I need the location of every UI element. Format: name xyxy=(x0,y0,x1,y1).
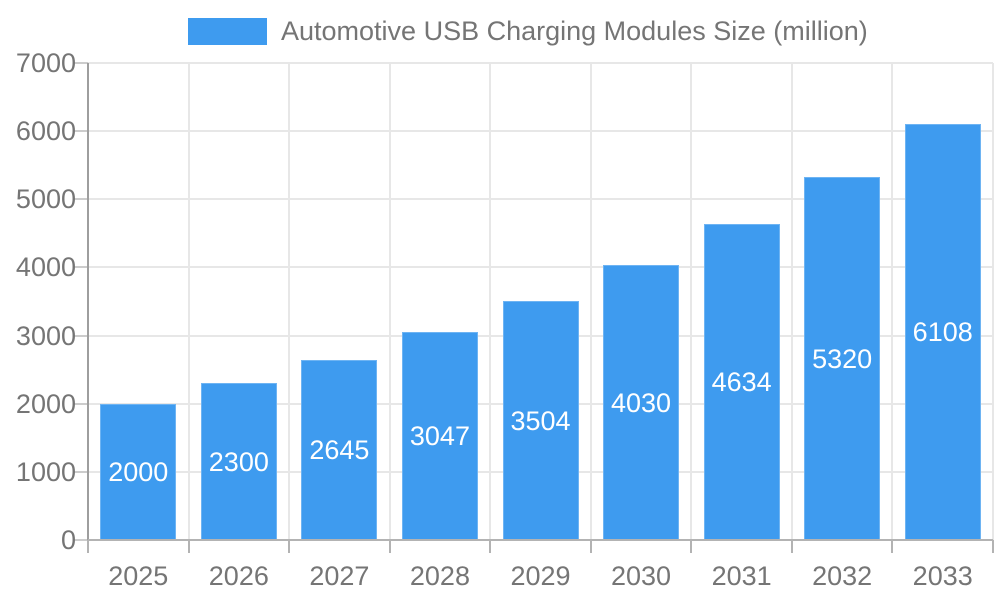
x-gridline xyxy=(187,63,190,540)
x-axis-tick-label: 2033 xyxy=(912,561,973,591)
legend-swatch xyxy=(188,17,267,45)
chart-legend: Automotive USB Charging Modules Size (mi… xyxy=(188,17,868,45)
bar: 4030 xyxy=(603,265,680,540)
x-gridline xyxy=(388,63,391,540)
x-gridline xyxy=(992,63,994,540)
y-axis-tick-label: 1000 xyxy=(15,456,76,487)
y-axis-tick-label: 3000 xyxy=(15,320,76,351)
y-axis-tick-label: 4000 xyxy=(15,252,76,283)
x-gridline xyxy=(891,63,894,540)
x-gridline xyxy=(489,63,492,540)
y-axis-tick-label: 2000 xyxy=(15,388,76,419)
bar: 2000 xyxy=(100,403,177,540)
x-axis-tick xyxy=(790,540,793,553)
y-axis-tick xyxy=(73,62,88,64)
x-axis-tick xyxy=(489,540,492,553)
x-axis-baseline xyxy=(88,539,993,541)
y-gridline xyxy=(88,266,993,269)
bar: 4634 xyxy=(703,224,780,540)
bar-value-label: 3047 xyxy=(409,421,470,452)
bar-value-label: 3504 xyxy=(510,405,571,436)
x-axis-tick xyxy=(388,540,391,553)
x-axis-tick xyxy=(690,540,693,553)
bar-value-label: 2000 xyxy=(108,456,169,487)
bar-value-label: 6108 xyxy=(912,316,973,347)
bar-value-label: 4030 xyxy=(611,387,672,418)
y-axis-tick-label: 5000 xyxy=(15,184,76,215)
x-gridline xyxy=(790,63,793,540)
x-axis-tick xyxy=(891,540,894,553)
y-axis-tick xyxy=(73,402,88,405)
x-axis-tick xyxy=(187,540,190,553)
y-axis-tick xyxy=(73,266,88,269)
bar-value-label: 2300 xyxy=(208,446,269,477)
bar: 3047 xyxy=(401,332,478,540)
x-axis-tick-label: 2032 xyxy=(812,561,873,591)
y-gridline xyxy=(88,198,993,201)
y-axis-tick xyxy=(73,539,88,541)
x-axis-tick-label: 2030 xyxy=(611,561,672,591)
y-axis-tick xyxy=(73,130,88,133)
x-axis-tick xyxy=(992,540,994,553)
y-axis-tick xyxy=(73,334,88,337)
x-gridline xyxy=(690,63,693,540)
y-gridline xyxy=(88,130,993,133)
x-axis-tick xyxy=(288,540,291,553)
legend-label: Automotive USB Charging Modules Size (mi… xyxy=(281,16,868,46)
x-axis-tick xyxy=(589,540,592,553)
x-axis-tick-label: 2031 xyxy=(711,561,772,591)
bar: 5320 xyxy=(804,177,881,540)
bar: 6108 xyxy=(904,123,981,540)
y-axis-tick xyxy=(73,198,88,201)
x-axis-tick-label: 2025 xyxy=(108,561,169,591)
y-axis-tick-label: 6000 xyxy=(15,116,76,147)
x-axis-tick-label: 2027 xyxy=(309,561,370,591)
x-axis-tick xyxy=(87,540,89,553)
x-axis-tick-label: 2028 xyxy=(409,561,470,591)
y-gridline xyxy=(88,62,993,64)
x-axis-tick-label: 2029 xyxy=(510,561,571,591)
y-axis-tick xyxy=(73,470,88,473)
bar-value-label: 5320 xyxy=(812,343,873,374)
x-gridline xyxy=(288,63,291,540)
x-gridline xyxy=(589,63,592,540)
bar: 3504 xyxy=(502,301,579,540)
y-axis-line xyxy=(87,63,89,540)
bar-value-label: 4634 xyxy=(711,367,772,398)
y-axis-tick-label: 0 xyxy=(60,525,76,555)
y-axis-tick-label: 7000 xyxy=(15,48,76,78)
bar-value-label: 2645 xyxy=(309,434,370,465)
bar: 2645 xyxy=(301,359,378,540)
bar: 2300 xyxy=(200,383,277,540)
x-axis-tick-label: 2026 xyxy=(208,561,269,591)
